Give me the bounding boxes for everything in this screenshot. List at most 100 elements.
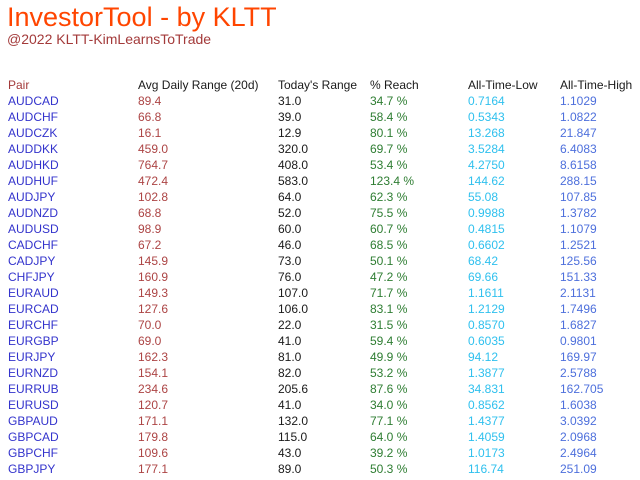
adr-cell: 98.9 — [138, 222, 162, 236]
today-range-cell: 82.0 — [278, 366, 302, 380]
atl-cell: 3.5284 — [468, 142, 505, 156]
adr-cell: 16.1 — [138, 126, 162, 140]
atl-cell: 69.66 — [468, 270, 499, 284]
today-range-cell: 583.0 — [278, 174, 309, 188]
reach-cell: 80.1 % — [370, 126, 408, 140]
today-range-cell: 106.0 — [278, 302, 309, 316]
table-row: AUDHUF 472.4 583.0 123.4 % 144.62 288.15 — [0, 173, 640, 189]
atl-cell: 0.7164 — [468, 94, 505, 108]
today-range-cell: 60.0 — [278, 222, 302, 236]
adr-cell: 154.1 — [138, 366, 169, 380]
adr-cell: 459.0 — [138, 142, 169, 156]
adr-cell: 171.1 — [138, 414, 169, 428]
table-row: EURCAD 127.6 106.0 83.1 % 1.2129 1.7496 — [0, 301, 640, 317]
pair-cell: EURRUB — [8, 382, 59, 396]
col-header-reach: % Reach — [370, 77, 419, 92]
atl-cell: 68.42 — [468, 254, 499, 268]
ath-cell: 2.1131 — [560, 286, 596, 300]
table-row: EURJPY 162.3 81.0 49.9 % 94.12 169.97 — [0, 349, 640, 365]
table-row: GBPJPY 177.1 89.0 50.3 % 116.74 251.09 — [0, 461, 640, 477]
adr-cell: 162.3 — [138, 350, 169, 364]
today-range-cell: 39.0 — [278, 110, 302, 124]
reach-cell: 39.2 % — [370, 446, 408, 460]
table-row: AUDNZD 68.8 52.0 75.5 % 0.9988 1.3782 — [0, 205, 640, 221]
pair-cell: EURAUD — [8, 286, 59, 300]
reach-cell: 47.2 % — [370, 270, 408, 284]
col-header-all-time-low: All-Time-Low — [468, 77, 538, 92]
table-row: CADCHF 67.2 46.0 68.5 % 0.6602 1.2521 — [0, 237, 640, 253]
today-range-cell: 81.0 — [278, 350, 302, 364]
table-row: GBPCAD 179.8 115.0 64.0 % 1.4059 2.0968 — [0, 429, 640, 445]
ath-cell: 1.7496 — [560, 302, 597, 316]
adr-cell: 109.6 — [138, 446, 169, 460]
ath-cell: 1.0822 — [560, 110, 597, 124]
reach-cell: 123.4 % — [370, 174, 415, 188]
ath-cell: 162.705 — [560, 382, 604, 396]
atl-cell: 1.4377 — [468, 414, 505, 428]
col-header-avg-daily-range: Avg Daily Range (20d) — [138, 77, 259, 92]
atl-cell: 1.3877 — [468, 366, 505, 380]
pair-cell: AUDJPY — [8, 190, 56, 204]
ath-cell: 2.0968 — [560, 430, 597, 444]
pair-cell: CADJPY — [8, 254, 56, 268]
ath-cell: 151.33 — [560, 270, 597, 284]
pair-cell: CADCHF — [8, 238, 58, 252]
reach-cell: 87.6 % — [370, 382, 408, 396]
adr-cell: 149.3 — [138, 286, 169, 300]
table-row: AUDDKK 459.0 320.0 69.7 % 3.5284 6.4083 — [0, 141, 640, 157]
pair-cell: EURUSD — [8, 398, 59, 412]
pair-cell: AUDCHF — [8, 110, 58, 124]
ath-cell: 125.56 — [560, 254, 597, 268]
today-range-cell: 115.0 — [278, 430, 308, 444]
table-row: EURGBP 69.0 41.0 59.4 % 0.6035 0.9801 — [0, 333, 640, 349]
today-range-cell: 205.6 — [278, 382, 309, 396]
adr-cell: 472.4 — [138, 174, 169, 188]
atl-cell: 34.831 — [468, 382, 505, 396]
reach-cell: 83.1 % — [370, 302, 408, 316]
atl-cell: 55.08 — [468, 190, 499, 204]
today-range-cell: 52.0 — [278, 206, 302, 220]
reach-cell: 34.0 % — [370, 398, 408, 412]
today-range-cell: 46.0 — [278, 238, 302, 252]
reach-cell: 71.7 % — [370, 286, 408, 300]
pair-cell: GBPJPY — [8, 462, 56, 476]
copyright-line: @2022 KLTT-KimLearnsToTrade — [7, 31, 212, 47]
today-range-cell: 132.0 — [278, 414, 309, 428]
ath-cell: 1.3782 — [560, 206, 597, 220]
today-range-cell: 41.0 — [278, 334, 302, 348]
reach-cell: 58.4 % — [370, 110, 408, 124]
pair-cell: EURGBP — [8, 334, 59, 348]
ath-cell: 2.5788 — [560, 366, 597, 380]
pair-cell: AUDCZK — [8, 126, 58, 140]
adr-cell: 764.7 — [138, 158, 169, 172]
adr-cell: 234.6 — [138, 382, 169, 396]
ath-cell: 1.2521 — [560, 238, 597, 252]
col-header-todays-range: Today's Range — [278, 77, 358, 92]
atl-cell: 13.268 — [468, 126, 505, 140]
adr-cell: 69.0 — [138, 334, 162, 348]
ath-cell: 0.9801 — [560, 334, 597, 348]
adr-cell: 145.9 — [138, 254, 169, 268]
today-range-cell: 64.0 — [278, 190, 302, 204]
pair-cell: EURNZD — [8, 366, 58, 380]
table-header-row: Pair Avg Daily Range (20d) Today's Range… — [0, 76, 640, 93]
reach-cell: 75.5 % — [370, 206, 408, 220]
pairs-table-body: AUDCAD 89.4 31.0 34.7 % 0.7164 1.1029 AUDCHF 66… — [0, 93, 640, 477]
pair-cell: AUDDKK — [8, 142, 59, 156]
reach-cell: 49.9 % — [370, 350, 408, 364]
reach-cell: 53.4 % — [370, 158, 408, 172]
pair-cell: CHFJPY — [8, 270, 55, 284]
table-row: GBPCHF 109.6 43.0 39.2 % 1.0173 2.4964 — [0, 445, 640, 461]
adr-cell: 70.0 — [138, 318, 162, 332]
atl-cell: 1.0173 — [468, 446, 505, 460]
today-range-cell: 408.0 — [278, 158, 309, 172]
atl-cell: 1.2129 — [468, 302, 505, 316]
reach-cell: 64.0 % — [370, 430, 408, 444]
pair-cell: GBPCAD — [8, 430, 59, 444]
pair-cell: AUDUSD — [8, 222, 59, 236]
pair-cell: AUDNZD — [8, 206, 58, 220]
ath-cell: 8.6158 — [560, 158, 597, 172]
today-range-cell: 73.0 — [278, 254, 302, 268]
ath-cell: 6.4083 — [560, 142, 597, 156]
